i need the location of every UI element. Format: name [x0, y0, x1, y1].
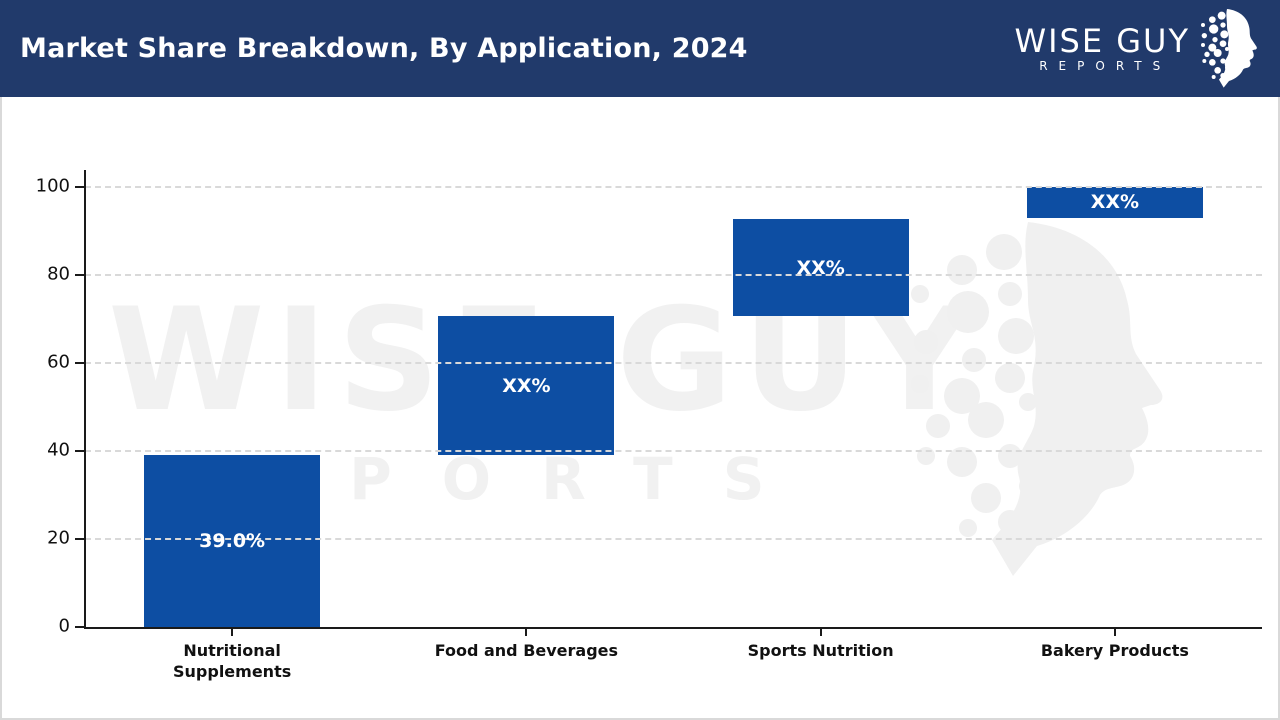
- gridline: [85, 450, 1262, 452]
- y-axis-line: [84, 170, 86, 629]
- bar-value-label: XX%: [502, 374, 551, 397]
- x-axis-category-label: Bakery Products: [1040, 641, 1189, 660]
- x-axis-tick: [525, 627, 528, 636]
- x-axis-category-label: Sports Nutrition: [747, 641, 894, 660]
- x-axis-category-label: Food and Beverages: [434, 641, 619, 660]
- x-axis-tick: [231, 627, 234, 636]
- bar-value-label: XX%: [796, 256, 845, 279]
- y-axis-tick-label: 20: [47, 527, 70, 549]
- wiseguy-logo-text: WISE GUY REPORTS: [1014, 25, 1190, 72]
- bar-value-label: 39.0%: [199, 530, 266, 553]
- y-axis-tick-label: 40: [47, 439, 70, 461]
- y-axis-tick: [75, 186, 84, 188]
- logo-line2: REPORTS: [1039, 59, 1172, 73]
- bar-value-label: XX%: [1090, 191, 1140, 214]
- bar: [732, 219, 909, 316]
- x-axis-line: [84, 627, 1262, 629]
- gridline: [85, 186, 1262, 188]
- y-axis-tick: [75, 362, 84, 364]
- bar: [144, 455, 321, 627]
- y-axis-tick: [75, 538, 84, 540]
- logo-line1: WISE GUY: [1014, 22, 1190, 60]
- wiseguy-face-icon: [1192, 9, 1262, 89]
- y-axis-tick-label: 80: [47, 263, 70, 285]
- y-axis-tick: [75, 450, 84, 452]
- gridline: [85, 274, 1262, 276]
- y-axis-tick: [75, 626, 84, 628]
- gridline: [85, 362, 1262, 364]
- y-axis-tick-label: 0: [58, 615, 70, 637]
- bar: [1026, 187, 1203, 218]
- x-axis-category-label: Nutritional Supplements: [173, 641, 292, 682]
- y-axis-tick-label: 60: [47, 351, 70, 373]
- bar: [438, 316, 615, 456]
- gridline: [85, 538, 1262, 540]
- y-axis-tick: [75, 274, 84, 276]
- x-axis-tick: [819, 627, 822, 636]
- x-axis-tick: [1113, 627, 1116, 636]
- y-axis-tick-label: 100: [35, 175, 70, 197]
- page-title: Market Share Breakdown, By Application, …: [20, 33, 748, 64]
- wiseguy-logo: WISE GUY REPORTS: [1014, 9, 1262, 89]
- header-bar: Market Share Breakdown, By Application, …: [0, 0, 1280, 97]
